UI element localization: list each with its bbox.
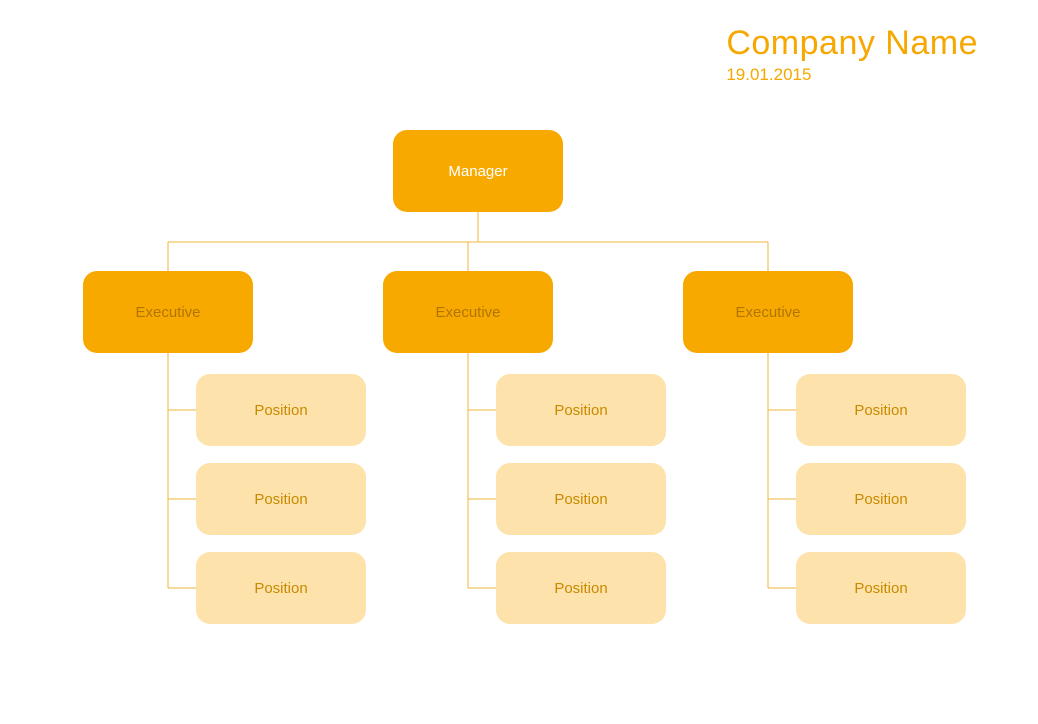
org-node-label: Position (254, 402, 307, 419)
org-node-p32: Position (796, 463, 966, 535)
org-node-label: Position (854, 580, 907, 597)
org-node-label: Executive (735, 304, 800, 321)
org-node-ex1: Executive (83, 271, 253, 353)
org-node-label: Position (554, 402, 607, 419)
company-date: 19.01.2015 (726, 65, 978, 85)
org-node-p21: Position (496, 374, 666, 446)
org-node-label: Position (554, 580, 607, 597)
header-block: Company Name 19.01.2015 (726, 24, 978, 85)
org-node-label: Position (854, 491, 907, 508)
org-node-p23: Position (496, 552, 666, 624)
org-node-ex3: Executive (683, 271, 853, 353)
org-node-label: Position (554, 491, 607, 508)
org-node-p31: Position (796, 374, 966, 446)
org-node-label: Position (254, 491, 307, 508)
org-node-label: Manager (448, 163, 507, 180)
org-node-ex2: Executive (383, 271, 553, 353)
org-node-label: Executive (435, 304, 500, 321)
org-node-mgr: Manager (393, 130, 563, 212)
company-title: Company Name (726, 24, 978, 63)
org-node-label: Executive (135, 304, 200, 321)
org-node-label: Position (854, 402, 907, 419)
org-node-p13: Position (196, 552, 366, 624)
org-node-label: Position (254, 580, 307, 597)
org-node-p11: Position (196, 374, 366, 446)
org-node-p22: Position (496, 463, 666, 535)
org-node-p12: Position (196, 463, 366, 535)
org-node-p33: Position (796, 552, 966, 624)
